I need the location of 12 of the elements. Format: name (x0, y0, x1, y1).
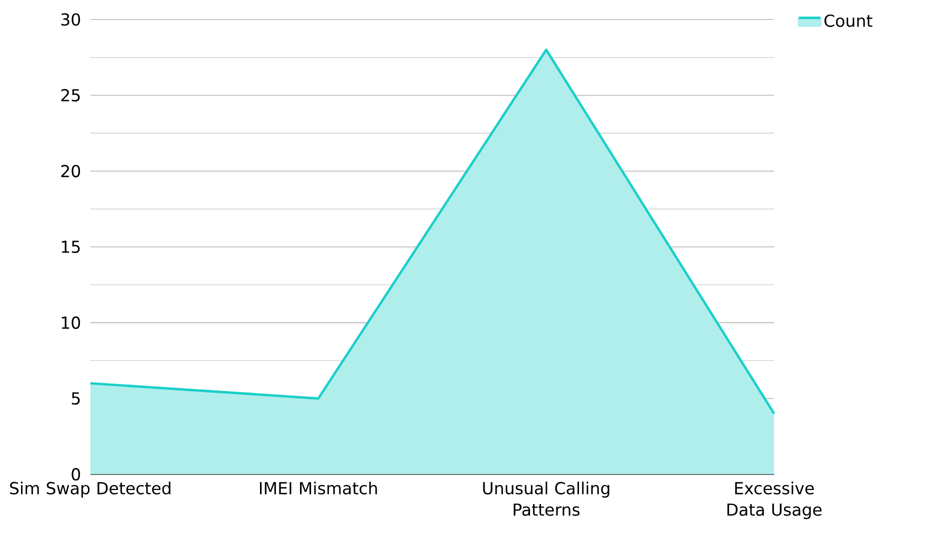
x-tick-label: IMEI Mismatch (260, 481, 377, 494)
x-tick-label: Excessive Data Usage (727, 481, 822, 519)
y-tick-label: 20 (61, 164, 80, 178)
legend-label: Count (824, 14, 872, 27)
y-tick-label: 25 (61, 88, 80, 102)
y-tick-label: 30 (61, 13, 80, 26)
x-tick-label: Sim Swap Detected (10, 481, 170, 498)
y-tick-label: 15 (62, 240, 80, 253)
x-tick-label: Unusual Calling Patterns (483, 481, 610, 516)
y-tick-label: 10 (62, 316, 80, 329)
y-tick-label: 5 (72, 392, 80, 404)
y-tick-label: 0 (72, 468, 80, 480)
